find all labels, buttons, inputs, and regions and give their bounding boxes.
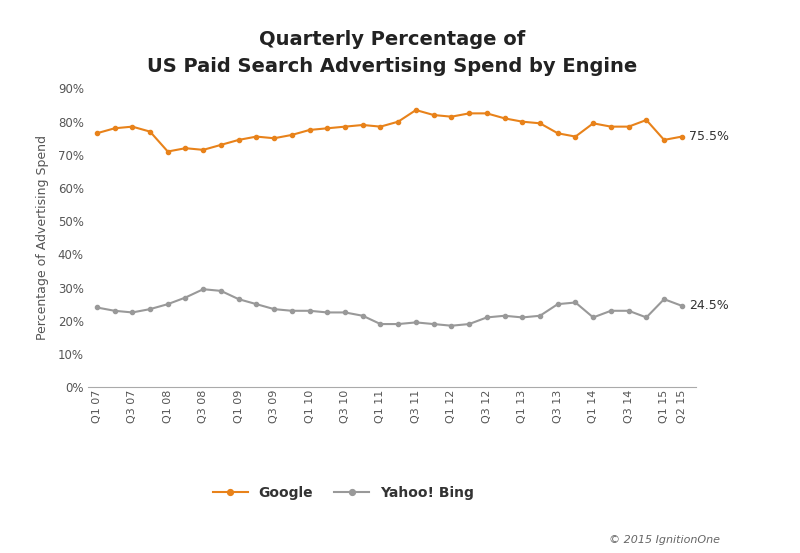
Yahoo! Bing [411,319,421,326]
Google [376,123,386,130]
Yahoo! Bing [110,307,119,314]
Google [198,147,208,153]
Google [482,110,492,117]
Yahoo! Bing [446,322,456,329]
Yahoo! Bing [500,312,510,319]
Google [500,115,510,122]
Google [553,130,562,137]
Google [518,118,527,125]
Yahoo! Bing [553,301,562,307]
Google [251,133,261,140]
Yahoo! Bing [624,307,634,314]
Google [287,132,297,138]
Yahoo! Bing [270,306,279,312]
Text: 75.5%: 75.5% [689,130,729,143]
Google [535,120,545,127]
Google [642,117,651,123]
Yahoo! Bing [570,299,580,306]
Yahoo! Bing [606,307,616,314]
Yahoo! Bing [376,321,386,327]
Yahoo! Bing [287,307,297,314]
Google [624,123,634,130]
Yahoo! Bing [394,321,403,327]
Line: Google: Google [94,108,684,154]
Yahoo! Bing [340,309,350,316]
Yahoo! Bing [216,288,226,294]
Google [358,122,367,128]
Yahoo! Bing [198,286,208,293]
Google [659,137,669,143]
Google [411,107,421,113]
Yahoo! Bing [234,296,243,302]
Yahoo! Bing [163,301,173,307]
Google [340,123,350,130]
Yahoo! Bing [518,314,527,321]
Yahoo! Bing [305,307,314,314]
Yahoo! Bing [146,306,155,312]
Google [127,123,137,130]
Google [305,127,314,133]
Google [110,125,119,132]
Yahoo! Bing [464,321,474,327]
Google [322,125,332,132]
Yahoo! Bing [181,294,190,301]
Google [394,118,403,125]
Google [146,128,155,135]
Yahoo! Bing [251,301,261,307]
Google [429,112,438,118]
Google [270,135,279,142]
Yahoo! Bing [92,304,102,311]
Yahoo! Bing [588,314,598,321]
Google [92,130,102,137]
Legend: Google, Yahoo! Bing: Google, Yahoo! Bing [207,481,479,505]
Y-axis label: Percentage of Advertising Spend: Percentage of Advertising Spend [37,135,50,340]
Google [234,137,243,143]
Google [588,120,598,127]
Yahoo! Bing [642,314,651,321]
Yahoo! Bing [677,302,686,309]
Google [216,142,226,148]
Title: Quarterly Percentage of
US Paid Search Advertising Spend by Engine: Quarterly Percentage of US Paid Search A… [147,30,637,76]
Yahoo! Bing [322,309,332,316]
Google [446,113,456,120]
Google [677,133,686,140]
Google [181,145,190,152]
Google [606,123,616,130]
Google [464,110,474,117]
Yahoo! Bing [659,296,669,302]
Line: Yahoo! Bing: Yahoo! Bing [94,287,684,328]
Yahoo! Bing [482,314,492,321]
Yahoo! Bing [535,312,545,319]
Google [570,133,580,140]
Yahoo! Bing [358,312,367,319]
Text: © 2015 IgnitionOne: © 2015 IgnitionOne [609,535,720,545]
Yahoo! Bing [127,309,137,316]
Yahoo! Bing [429,321,438,327]
Google [163,148,173,155]
Text: 24.5%: 24.5% [689,299,729,312]
